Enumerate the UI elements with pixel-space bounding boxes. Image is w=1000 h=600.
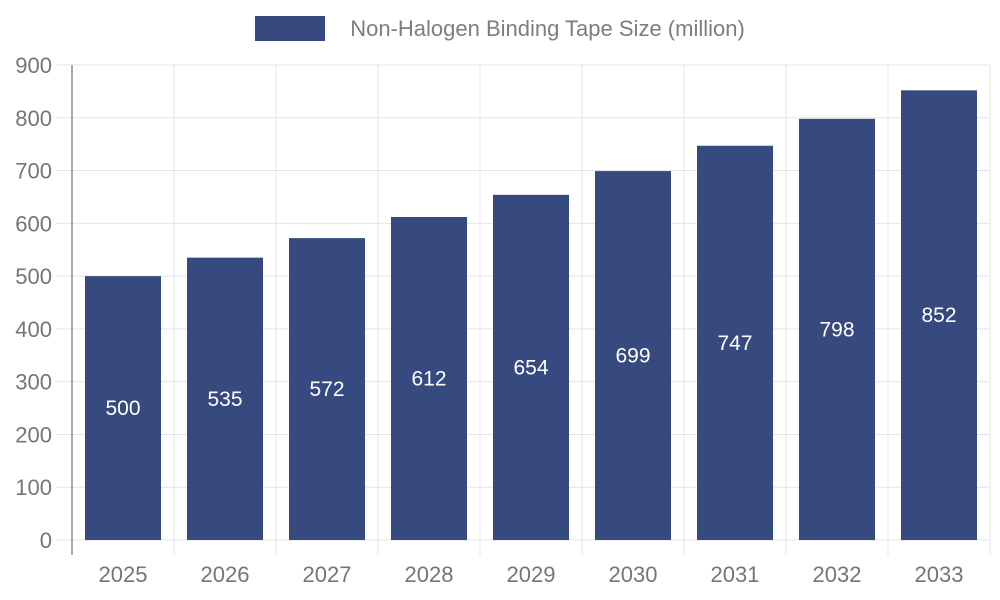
bar-2027	[289, 238, 365, 540]
bar-value-label: 852	[921, 304, 956, 327]
x-axis-tick-label: 2026	[201, 562, 250, 587]
bar-value-label: 500	[105, 397, 140, 420]
y-axis-tick-label: 0	[40, 528, 52, 553]
y-axis-tick-label: 900	[15, 53, 52, 78]
bar-value-label: 612	[411, 368, 446, 391]
bar-2031	[697, 145, 773, 540]
y-axis-tick-label: 600	[15, 211, 52, 236]
bar-2026	[187, 257, 263, 540]
x-axis-tick-label: 2031	[711, 562, 760, 587]
x-axis-tick-label: 2033	[915, 562, 964, 587]
bar-value-label: 747	[717, 332, 752, 355]
y-axis-tick-label: 400	[15, 317, 52, 342]
x-axis-tick-label: 2029	[507, 562, 556, 587]
x-axis-tick-label: 2025	[99, 562, 148, 587]
x-axis-tick-label: 2027	[303, 562, 352, 587]
bar-value-label: 572	[309, 378, 344, 401]
x-axis-tick-label: 2030	[609, 562, 658, 587]
bar-2025	[85, 276, 161, 540]
bar-2029	[493, 194, 569, 541]
y-axis-tick-label: 800	[15, 106, 52, 131]
x-axis-tick-label: 2032	[813, 562, 862, 587]
x-axis-tick-label: 2028	[405, 562, 454, 587]
bar-value-label: 654	[513, 356, 548, 379]
y-axis-tick-label: 100	[15, 475, 52, 500]
y-axis-tick-label: 500	[15, 264, 52, 289]
bar-2030	[595, 171, 671, 541]
y-axis-tick-label: 300	[15, 370, 52, 395]
legend-label: Non-Halogen Binding Tape Size (million)	[350, 15, 745, 41]
bar-value-label: 798	[819, 318, 854, 341]
legend: Non-Halogen Binding Tape Size (million)	[0, 16, 1000, 41]
bar-2032	[799, 118, 875, 540]
y-axis-tick-label: 200	[15, 422, 52, 447]
bar-value-label: 699	[615, 345, 650, 368]
y-axis-tick-label: 700	[15, 159, 52, 184]
bar-2033	[901, 90, 977, 540]
bar-value-label: 535	[207, 388, 242, 411]
bar-2028	[391, 217, 467, 540]
legend-swatch	[255, 16, 326, 41]
